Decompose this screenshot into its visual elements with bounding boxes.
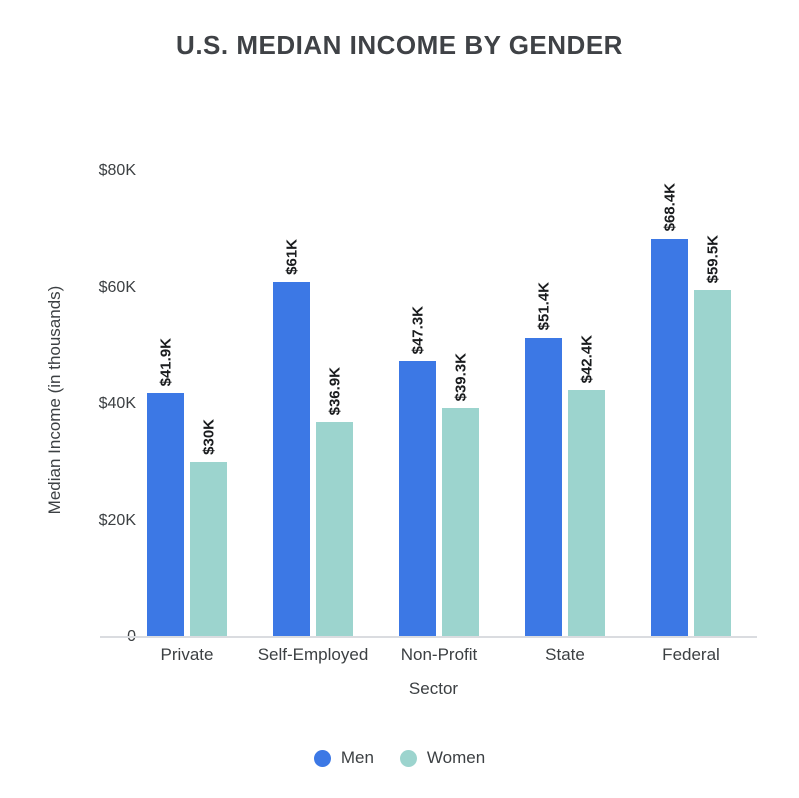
legend-item-women: Women: [399, 748, 486, 768]
bar-value-label-men-self-employed: $61K: [283, 238, 300, 275]
bar-slot-men-self-employed: $61K: [273, 171, 310, 637]
legend: Men Women: [0, 748, 799, 768]
bar-women-federal: [694, 290, 731, 637]
bar-value-label-women-private: $30K: [200, 419, 217, 456]
bar-women-non-profit: [442, 408, 479, 637]
y-tick-label--80k: $80K: [98, 162, 136, 179]
bar-value-label-men-non-profit: $47.3K: [409, 306, 426, 355]
bar-slot-men-non-profit: $47.3K: [399, 171, 436, 637]
x-tick-label-self-employed: Self-Employed: [257, 645, 369, 664]
x-axis-title: Sector: [408, 679, 459, 698]
bar-value-label-women-self-employed: $36.9K: [326, 366, 343, 416]
x-tick-label-private: Private: [160, 645, 214, 664]
bar-slot-men-state: $51.4K: [525, 171, 562, 637]
legend-dot-men-icon: [313, 749, 331, 767]
bar-slot-women-non-profit: $39.3K: [442, 171, 479, 637]
legend-label-women: Women: [426, 748, 486, 767]
bar-value-label-men-private: $41.9K: [157, 337, 174, 386]
bar-value-label-men-federal: $68.4K: [661, 183, 678, 232]
bar-women-private: [190, 462, 227, 637]
legend-dot-women-icon: [399, 749, 417, 767]
plot-area: $41.9K $30K $61K $36.9K $47.3K $39.3K $51.4K $4…: [110, 171, 757, 637]
legend-label-men: Men: [340, 748, 374, 767]
bar-men-self-employed: [273, 281, 310, 637]
bar-slot-women-self-employed: $36.9K: [316, 171, 353, 637]
bar-slot-women-federal: $59.5K: [694, 171, 731, 637]
bar-men-private: [147, 392, 184, 637]
bar-value-label-men-state: $51.4K: [535, 282, 552, 331]
bar-value-label-women-non-profit: $39.3K: [452, 352, 469, 402]
y-tick-label--20k: $20K: [98, 511, 136, 529]
x-tick-label-federal: Federal: [662, 645, 720, 664]
legend-item-men: Men: [313, 748, 374, 768]
bar-men-non-profit: [399, 361, 436, 637]
bar-slot-women-state: $42.4K: [568, 171, 605, 637]
bar-slot-men-private: $41.9K: [147, 171, 184, 637]
bar-men-federal: [651, 238, 688, 637]
x-tick-label-non-profit: Non-Profit: [400, 645, 478, 664]
chart-title: U.S. MEDIAN INCOME BY GENDER: [176, 30, 623, 60]
bar-value-label-women-federal: $59.5K: [704, 235, 721, 284]
bar-value-label-women-state: $42.4K: [578, 334, 595, 384]
y-tick-label--60k: $60K: [98, 278, 136, 296]
bar-group-federal: $68.4K $59.5K: [651, 171, 731, 637]
bar-group-state: $51.4K $42.4K: [525, 171, 605, 637]
y-axis: $80K$60K$40K$20K0: [0, 162, 136, 645]
y-tick-label--40k: $40K: [98, 395, 136, 412]
bar-slot-women-private: $30K: [190, 171, 227, 637]
bar-group-private: $41.9K $30K: [147, 171, 227, 637]
bar-women-self-employed: [316, 422, 353, 637]
bar-men-state: [525, 337, 562, 637]
bar-group-non-profit: $47.3K $39.3K: [399, 171, 479, 637]
x-axis-line: [100, 636, 757, 638]
bar-group-self-employed: $61K $36.9K: [273, 171, 353, 637]
x-axis: Private Self-Employed Non-Profit State Feder…: [110, 645, 757, 667]
bar-women-state: [568, 390, 605, 637]
x-tick-label-state: State: [545, 645, 585, 664]
bar-slot-men-federal: $68.4K: [651, 171, 688, 637]
